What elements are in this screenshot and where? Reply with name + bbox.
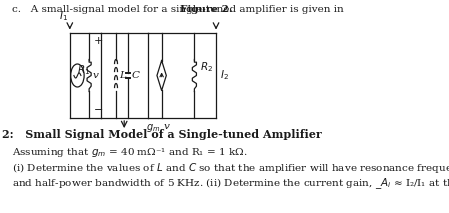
Text: Figure 2.: Figure 2. [180,5,233,14]
Text: +: + [94,36,103,46]
Text: Assuming that $g_m$ = 40 mΩ⁻¹ and R₁ = 1 kΩ.: Assuming that $g_m$ = 40 mΩ⁻¹ and R₁ = 1… [12,146,247,159]
Text: Figure 2:   Small Signal Model of a Single-tuned Amplifier: Figure 2: Small Signal Model of a Single… [0,129,322,140]
Text: $g_m$: $g_m$ [146,122,160,134]
Text: C: C [132,71,140,80]
Text: L: L [119,71,127,80]
Text: c.   A small-signal model for a single-tuned amplifier is given in: c. A small-signal model for a single-tun… [12,5,347,14]
Text: $-$: $-$ [93,103,104,113]
Text: $R_2$: $R_2$ [200,61,213,74]
Text: and half-power bandwidth of 5 KHz. (ii) Determine the current gain, $\_A_i$ ≈ I₂: and half-power bandwidth of 5 KHz. (ii) … [12,176,449,191]
Text: (i) Determine the values of $L$ and $C$ so that the amplifier will have resonanc: (i) Determine the values of $L$ and $C$ … [12,161,449,175]
Text: $I_2$: $I_2$ [220,69,229,82]
Text: $R_1$: $R_1$ [77,64,90,77]
Text: v: v [92,71,98,80]
Text: v: v [164,122,170,131]
Text: $I_1$: $I_1$ [59,9,69,23]
